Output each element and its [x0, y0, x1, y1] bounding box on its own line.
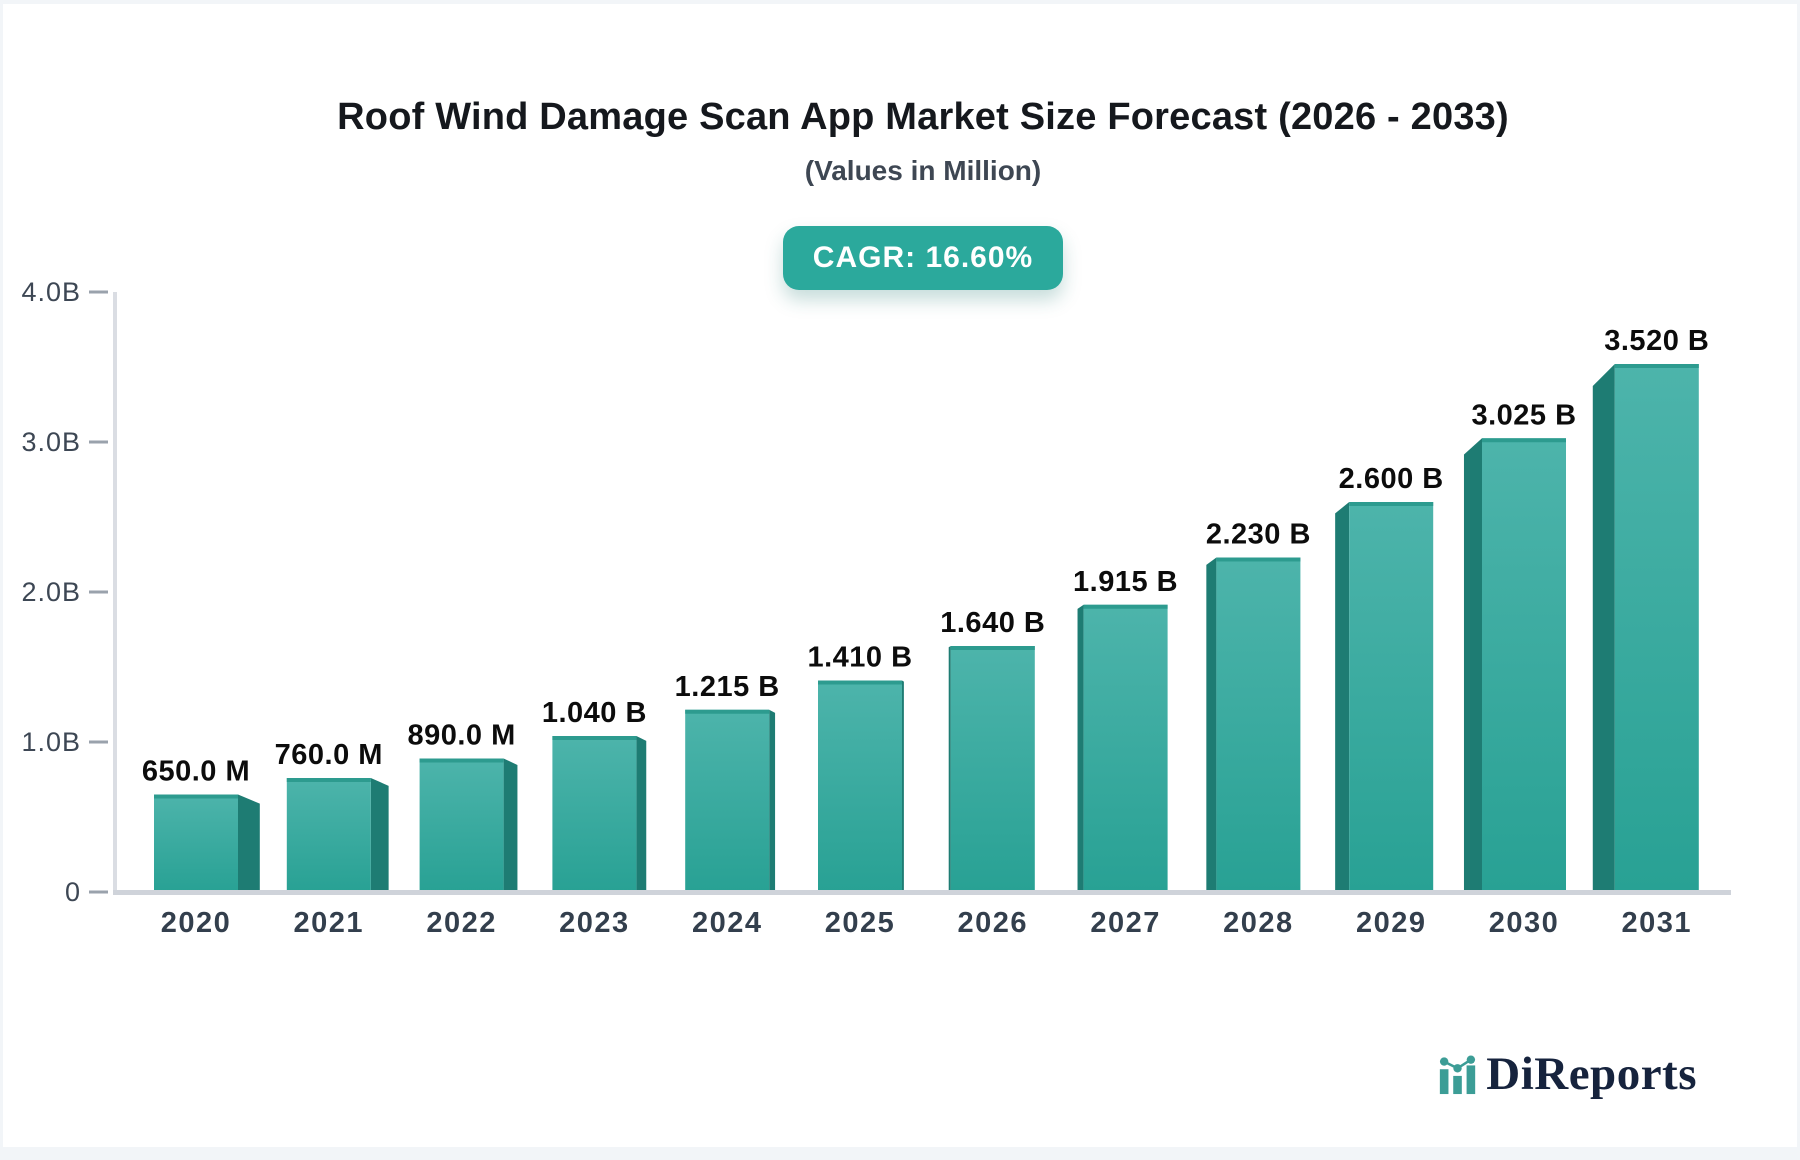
- bar-side-face: [1206, 557, 1217, 892]
- y-axis-label: 3.0B: [21, 427, 81, 457]
- logo-text: DiReports: [1486, 1048, 1697, 1100]
- x-axis-label: 2020: [161, 907, 232, 939]
- bar-top-edge: [685, 709, 770, 714]
- bar-front-face: [1216, 557, 1301, 892]
- bar-value-label: 1.640 B: [940, 607, 1045, 639]
- bar-front-face: [1614, 364, 1699, 892]
- bar-side-face: [503, 758, 518, 892]
- bar-top-edge: [154, 794, 238, 799]
- bar-value-label: 650.0 M: [142, 756, 250, 788]
- bar-front-face: [818, 680, 902, 892]
- bar-value-label: 1.410 B: [807, 642, 912, 674]
- chart-card: Roof Wind Damage Scan App Market Size Fo…: [3, 4, 1797, 1147]
- page-title: Roof Wind Damage Scan App Market Size Fo…: [337, 96, 1509, 138]
- x-axis-label: 2025: [825, 907, 896, 939]
- bar-value-label: 3.025 B: [1471, 399, 1576, 431]
- bar-group: 1.410 B: [807, 642, 912, 892]
- bar-side-face: [1592, 364, 1615, 892]
- bar-group: 650.0 M: [142, 756, 260, 892]
- bar-group: 3.520 B: [1592, 325, 1709, 892]
- bar-front-face: [154, 794, 238, 892]
- cagr-badge: CAGR: 16.60%: [782, 226, 1064, 290]
- market-size-bar-chart: 0 1.0B 2.0B 3.0B 4.0B 650.0 M 760.0 M 890.0 M 1.…: [21, 277, 1731, 939]
- bar-side-face: [1335, 502, 1350, 892]
- bar-side-face: [1463, 438, 1482, 892]
- bar-side-face: [370, 778, 389, 892]
- x-axis-label: 2030: [1489, 907, 1560, 939]
- bar-side-face: [1077, 604, 1084, 892]
- bar-group: 1.640 B: [940, 607, 1045, 892]
- bar-group: 1.215 B: [675, 671, 780, 892]
- bar-side-face: [948, 646, 951, 892]
- bar-side-face: [238, 794, 260, 892]
- x-axis-label: 2024: [692, 907, 763, 939]
- bar-top-edge: [1216, 557, 1301, 562]
- bar-top-edge: [950, 646, 1035, 650]
- x-axis-label: 2022: [426, 907, 497, 939]
- bar-value-label: 2.600 B: [1339, 463, 1444, 495]
- bar-value-label: 3.520 B: [1604, 325, 1709, 357]
- bar-front-face: [1482, 438, 1566, 892]
- chart-subtitle: (Values in Million): [804, 155, 1042, 186]
- x-axis-label: 2028: [1223, 907, 1294, 939]
- bar-side-face: [636, 736, 647, 892]
- bar-side-face: [769, 709, 776, 892]
- y-axis-label: 4.0B: [21, 277, 81, 307]
- y-axis-label: 0: [65, 877, 81, 907]
- y-axis-label: 1.0B: [21, 727, 81, 757]
- y-axis-line: [113, 292, 117, 892]
- x-axis-label: 2029: [1356, 907, 1427, 939]
- bar-top-edge: [419, 758, 504, 763]
- bar-top-edge: [552, 736, 637, 740]
- direports-logo: DiReports: [1437, 1047, 1697, 1101]
- bar-front-face: [552, 736, 637, 892]
- bar-group: 760.0 M: [275, 739, 389, 892]
- x-axis-label: 2023: [559, 907, 630, 939]
- bar-value-label: 1.215 B: [675, 671, 780, 703]
- bar-front-face: [419, 758, 504, 892]
- bar-top-edge: [1349, 502, 1434, 506]
- bar-value-label: 1.040 B: [542, 697, 647, 729]
- bar-value-label: 1.915 B: [1073, 566, 1178, 598]
- bar-group: 890.0 M: [407, 720, 518, 892]
- x-axis-label: 2027: [1090, 907, 1161, 939]
- x-axis-label: 2026: [958, 907, 1029, 939]
- bar-top-edge: [1614, 364, 1699, 368]
- bar-value-label: 890.0 M: [407, 720, 515, 752]
- mini-bar-chart-icon: [1440, 1055, 1476, 1095]
- bar-front-face: [286, 778, 371, 892]
- bar-group: 2.230 B: [1206, 519, 1311, 892]
- y-axis-label: 2.0B: [21, 577, 81, 607]
- bar-group: 3.025 B: [1463, 399, 1576, 892]
- bar-front-face: [685, 709, 770, 892]
- bar-group: 1.915 B: [1073, 566, 1178, 892]
- x-axis-label: 2031: [1622, 907, 1693, 939]
- bar-front-face: [1349, 502, 1434, 892]
- bar-top-edge: [1083, 604, 1168, 609]
- bar-top-edge: [286, 778, 371, 782]
- x-axis-baseline: [113, 890, 1731, 895]
- bar-top-edge: [818, 680, 902, 685]
- bar-value-label: 760.0 M: [275, 739, 383, 771]
- bar-top-edge: [1482, 438, 1566, 443]
- bar-group: 2.600 B: [1335, 463, 1444, 892]
- bar-front-face: [1083, 604, 1168, 892]
- x-axis-label: 2021: [294, 907, 365, 939]
- bar-side-face: [902, 680, 904, 892]
- bar-group: 1.040 B: [542, 697, 647, 892]
- bar-front-face: [950, 646, 1035, 892]
- bar-value-label: 2.230 B: [1206, 519, 1311, 551]
